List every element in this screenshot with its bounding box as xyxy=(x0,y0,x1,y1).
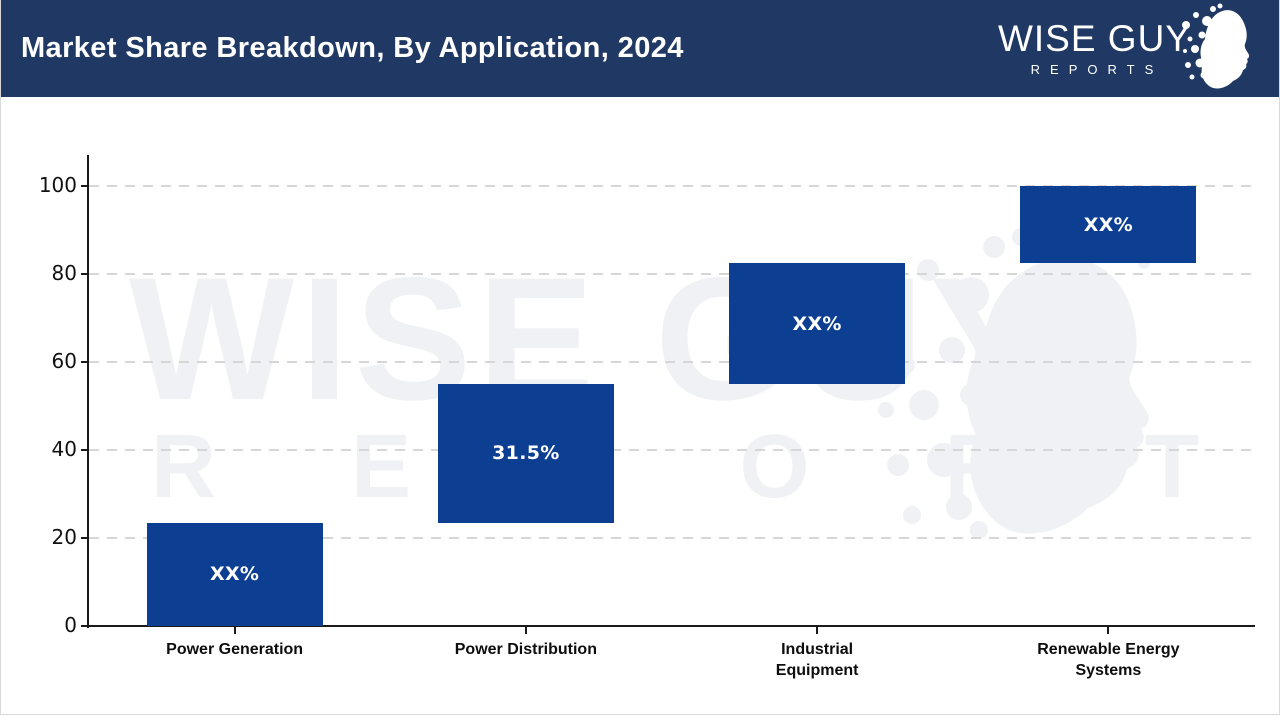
bar-value-label: XX% xyxy=(792,312,842,335)
y-tick-label: 20 xyxy=(51,525,77,549)
x-category-label: Renewable Energy Systems xyxy=(1037,641,1180,679)
grid-line xyxy=(89,273,1254,275)
logo-brand-text: WISE GUY xyxy=(997,18,1191,59)
y-tick-mark xyxy=(81,537,87,539)
x-category-label: Industrial Equipment xyxy=(775,641,859,679)
x-tick-mark xyxy=(524,627,527,634)
x-tick-mark xyxy=(1107,627,1110,634)
y-tick-mark xyxy=(81,185,87,187)
wise-guy-logo: WISE GUY REPORTS xyxy=(998,3,1255,95)
y-tick-label: 0 xyxy=(64,613,77,637)
grid-line xyxy=(89,537,1254,539)
y-tick-mark xyxy=(81,361,87,363)
bar-value-label: XX% xyxy=(1083,213,1133,236)
page-title: Market Share Breakdown, By Application, … xyxy=(21,32,684,64)
watermark-face-icon xyxy=(876,228,1150,539)
logo-sub-text: REPORTS xyxy=(1030,62,1164,77)
y-tick-mark xyxy=(81,273,87,275)
grid-line xyxy=(89,185,1254,187)
x-axis-line xyxy=(87,625,1255,627)
bar-segment: XX% xyxy=(1020,186,1197,263)
y-tick-mark xyxy=(81,625,87,627)
y-tick-label: 100 xyxy=(38,173,77,197)
x-category-label: Power Distribution xyxy=(454,641,597,658)
y-tick-label: 40 xyxy=(51,437,77,461)
bar-value-label: 31.5% xyxy=(492,442,560,465)
y-tick-label: 80 xyxy=(51,261,77,285)
wise-guy-face-icon xyxy=(1182,3,1250,88)
bar-segment: XX% xyxy=(729,263,906,384)
x-tick-mark xyxy=(816,627,819,634)
bar-value-label: XX% xyxy=(210,563,260,586)
grid-line xyxy=(89,361,1254,363)
grid-line xyxy=(89,449,1254,451)
header-bar: Market Share Breakdown, By Application, … xyxy=(1,0,1279,97)
x-tick-mark xyxy=(233,627,236,634)
y-axis-line xyxy=(87,155,89,628)
bar-segment: 31.5% xyxy=(437,384,614,523)
bar-segment: XX% xyxy=(146,522,323,626)
logo-text: WISE GUY REPORTS xyxy=(998,20,1191,77)
x-category-label: Power Generation xyxy=(166,641,304,658)
y-tick-mark xyxy=(81,449,87,451)
chart-area: WISE GUY R E P O R T S 020406080100XX%Po… xyxy=(1,97,1279,714)
y-tick-label: 60 xyxy=(51,349,77,373)
